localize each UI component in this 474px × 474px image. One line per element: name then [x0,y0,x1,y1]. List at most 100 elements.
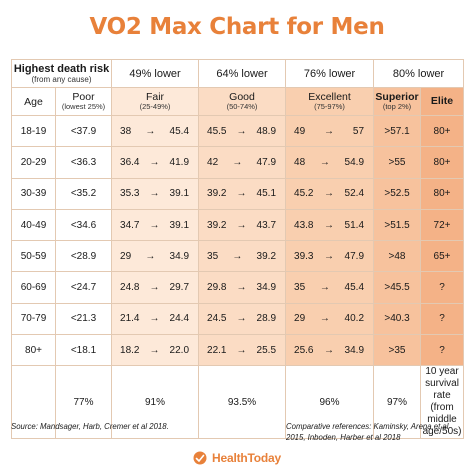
excellent-cell: 43.8 → 51.4 [285,208,375,242]
excellent-name: Excellent [308,91,351,104]
fair-cell-range: 34.7 → 39.1 [113,219,198,231]
excellent-cell: 35 → 45.4 [285,271,375,304]
elite-cell: 80+ [420,177,465,210]
fair-cell-arrow: → [149,219,160,231]
fair-cell-low: 21.4 [120,313,140,325]
table-row: 30-39 <35.2 35.3 → 39.1 39.2 → 45.1 45.2 → 52.4 >52… [11,177,465,210]
references-note: Comparative references: Kaminsky, Arena … [286,422,449,442]
excellent-cell-range: 43.8 → 51.4 [287,219,373,231]
excellent-cell-range: 49 → 57 [287,125,373,137]
poor-survival-cell: 77% [54,365,113,440]
good-cell: 22.1 → 25.5 [198,334,287,367]
excellent-cell-high: 51.4 [344,219,365,231]
good-cell: 39.2 → 45.1 [198,177,287,210]
fair-cell-high: 29.7 [169,282,190,294]
fair-cell-range: 18.2 → 22.0 [113,345,198,356]
poor-range: (lowest 25%) [61,102,106,112]
good-cell-low: 24.5 [207,313,227,325]
good-cell: 45.5 → 48.9 [198,114,287,148]
good-cell-range: 39.2 → 45.1 [200,188,285,200]
excellent-column-header: Excellent (75-97%) [285,87,375,116]
good-cell-high: 47.9 [256,156,277,168]
excellent-cell-low: 45.2 [294,188,314,200]
excellent-cell-low: 29 [294,313,306,325]
fair-cell: 21.4 → 24.4 [111,302,200,336]
poor-cell: <28.9 [54,240,113,273]
fair-cell-high: 45.4 [169,125,190,137]
fair-cell: 29 → 34.9 [111,240,200,273]
age-cell: 80+ [11,334,56,367]
poor-cell: <37.9 [54,114,113,148]
fair-cell-low: 24.8 [120,282,140,294]
excellent-cell: 45.2 → 52.4 [285,177,375,210]
fair-cell: 36.4 → 41.9 [111,146,200,179]
age-column-header: Age [11,87,56,116]
elite-cell: 80+ [420,146,465,179]
excellent-cell-arrow: → [324,188,335,200]
poor-column-header: Poor (lowest 25%) [54,87,113,116]
fair-cell-low: 38 [120,125,132,137]
good-cell: 24.5 → 28.9 [198,302,287,336]
excellent-pct-header: 76% lower [285,59,375,88]
good-cell-arrow: → [236,344,247,356]
fair-name: Fair [145,91,165,104]
good-cell-low: 29.8 [207,282,227,294]
risk-header-cell: Highest death risk (from any cause) [10,59,113,88]
elite-cell: 65+ [420,240,465,273]
poor-cell: <36.3 [54,146,113,179]
good-name: Good [229,91,255,104]
excellent-cell-high: 47.9 [344,250,365,262]
excellent-cell-arrow: → [324,125,335,137]
age-cell: 18-19 [11,114,56,148]
elite-cell: 72+ [420,208,465,242]
fair-range: (25-49%) [139,102,171,112]
excellent-cell-low: 39.3 [294,250,314,262]
table-row: 70-79 <21.3 21.4 → 24.4 24.5 → 28.9 29 → 40.2 >40.3… [11,302,465,336]
good-cell-range: 35 → 39.2 [200,250,285,262]
elite-column-header: Elite [420,87,465,116]
excellent-cell-low: 48 [294,156,306,168]
fair-cell-low: 35.3 [120,188,140,200]
excellent-cell-range: 39.3 → 47.9 [287,250,373,262]
age-cell: 40-49 [11,208,56,242]
footer-age-blank [11,365,56,440]
superior-cell: >52.5 [373,177,422,210]
fair-cell: 18.2 → 22.0 [111,334,200,367]
excellent-cell-low: 43.8 [294,219,314,231]
risk-sub-label: (from any cause) [31,75,92,85]
good-cell-low: 22.1 [207,344,227,356]
good-cell-low: 42 [207,156,219,168]
good-cell-high: 43.7 [256,219,277,231]
good-cell-low: 39.2 [207,188,227,200]
fair-cell-arrow: → [149,282,160,294]
fair-column-header: Fair (25-49%) [111,87,200,116]
good-survival-cell: 93.5% [198,365,287,440]
elite-name: Elite [430,95,454,108]
fair-cell-range: 24.8 → 29.7 [113,282,198,294]
good-pct-header: 64% lower [198,59,287,88]
age-cell: 60-69 [11,271,56,304]
excellent-cell: 25.6 → 34.9 [285,334,375,367]
elite-cell: ? [420,334,465,367]
fair-cell-high: 39.1 [169,219,190,231]
fair-cell-arrow: → [149,313,160,325]
brand-name: HealthToday [212,451,281,465]
fair-cell-low: 34.7 [120,219,140,231]
good-cell-high: 28.9 [256,313,277,325]
fair-cell-high: 24.4 [169,313,190,325]
good-cell: 35 → 39.2 [198,240,287,273]
excellent-cell-arrow: → [319,156,330,168]
good-cell: 39.2 → 43.7 [198,208,287,242]
fair-pct-header: 49% lower [111,59,200,88]
good-cell: 29.8 → 34.9 [198,271,287,304]
excellent-cell-range: 35 → 45.4 [287,282,373,293]
excellent-cell-range: 29 → 40.2 [287,313,373,325]
good-cell-arrow: → [232,250,243,262]
excellent-cell-range: 25.6 → 34.9 [287,344,373,356]
fair-cell-high: 39.1 [169,188,190,200]
superior-name: Superior [375,91,419,104]
superior-cell: >57.1 [373,114,422,148]
fair-cell-arrow: → [149,156,160,168]
fair-cell-arrow: → [145,125,156,137]
excellent-cell-low: 25.6 [294,344,314,356]
